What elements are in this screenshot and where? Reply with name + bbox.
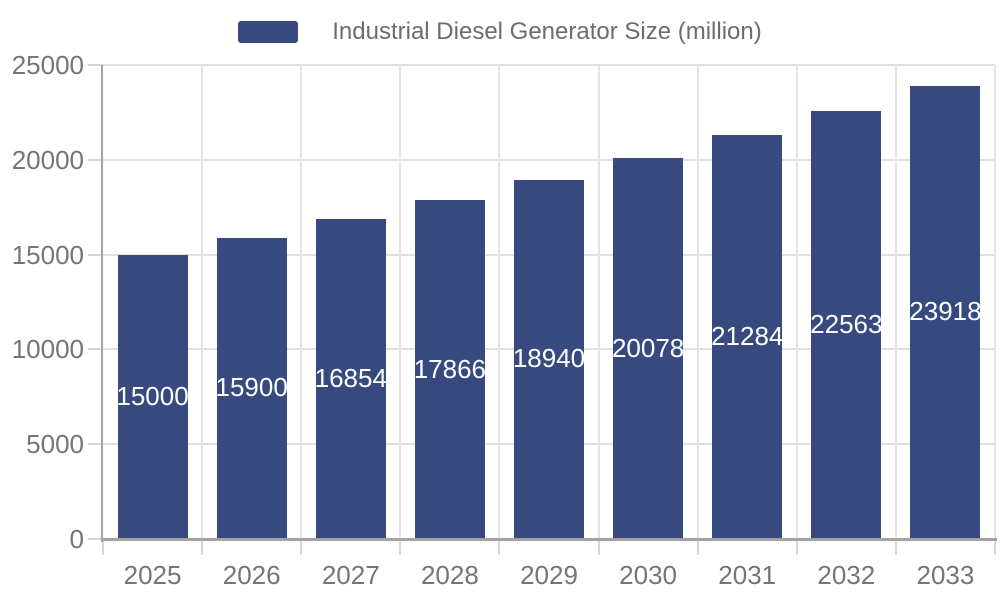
legend-label: Industrial Diesel Generator Size (millio… [332, 18, 762, 45]
x-tick-label-2031: 2031 [718, 560, 777, 590]
y-axis-tick [88, 443, 103, 446]
x-tick-label-2028: 2028 [420, 560, 479, 590]
gridline-vertical [201, 65, 204, 539]
x-tick-label-2032: 2032 [817, 560, 876, 590]
gridline-vertical [994, 65, 996, 539]
y-axis-tick [88, 64, 103, 66]
x-axis-line [101, 538, 997, 541]
x-axis-tick [696, 541, 699, 555]
y-tick-label: 25000 [11, 50, 84, 80]
bar-value-label: 18940 [512, 343, 586, 374]
gridline-vertical [597, 65, 600, 539]
gridline-vertical [696, 65, 699, 539]
x-axis-tick [102, 541, 104, 555]
y-axis-tick [88, 348, 103, 351]
x-tick-label-2025: 2025 [123, 560, 182, 590]
legend[interactable]: Industrial Diesel Generator Size (millio… [0, 18, 1000, 46]
bar-value-label: 17866 [413, 353, 487, 384]
gridline-vertical [498, 65, 501, 539]
bar-2029[interactable]: 18940 [512, 179, 586, 538]
x-tick-label-2030: 2030 [619, 560, 678, 590]
legend-swatch-icon [238, 21, 299, 43]
bar-value-label: 20078 [611, 332, 685, 363]
bar-2027[interactable]: 16854 [314, 219, 387, 538]
x-tick-label-2033: 2033 [916, 560, 975, 590]
x-axis-tick [201, 541, 204, 555]
gridline-vertical [399, 65, 402, 539]
x-axis-tick [498, 541, 501, 555]
x-axis-tick [597, 541, 600, 555]
y-axis-tick [88, 158, 103, 161]
gridline-vertical [300, 65, 303, 539]
x-axis-tick [994, 541, 996, 555]
gridline-horizontal [103, 158, 995, 161]
y-tick-label: 15000 [11, 239, 84, 270]
bar-value-label: 23918 [909, 296, 982, 327]
bar-value-label: 16854 [314, 363, 387, 394]
bar-value-label: 22563 [810, 309, 883, 340]
x-axis-tick [795, 541, 798, 555]
x-axis-tick [399, 541, 402, 555]
y-tick-label: 5000 [26, 429, 84, 460]
bar-2025[interactable]: 15000 [116, 254, 189, 538]
gridline-vertical [795, 65, 798, 539]
x-tick-label-2027: 2027 [321, 560, 380, 590]
y-axis-line [101, 65, 103, 542]
bar-value-label: 15000 [116, 380, 189, 411]
y-tick-label: 10000 [11, 334, 84, 365]
x-tick-label-2026: 2026 [222, 560, 281, 590]
bar-2030[interactable]: 20078 [611, 158, 685, 538]
y-axis-tick [88, 253, 103, 256]
x-axis-tick [894, 541, 897, 555]
x-axis-tick [300, 541, 303, 555]
bar-2033[interactable]: 23918 [909, 85, 982, 538]
y-tick-label: 0 [69, 524, 84, 554]
bar-2026[interactable]: 15900 [215, 237, 288, 538]
gridline-horizontal [103, 64, 995, 66]
bar-2032[interactable]: 22563 [810, 111, 883, 538]
gridline-vertical [894, 65, 897, 539]
bar-value-label: 21284 [711, 321, 784, 352]
bar-2028[interactable]: 17866 [413, 200, 487, 538]
x-tick-label-2029: 2029 [520, 560, 578, 590]
bar-value-label: 15900 [215, 372, 288, 403]
bar-2031[interactable]: 21284 [711, 135, 784, 538]
y-tick-label: 20000 [11, 144, 84, 175]
y-axis-tick [88, 538, 103, 540]
